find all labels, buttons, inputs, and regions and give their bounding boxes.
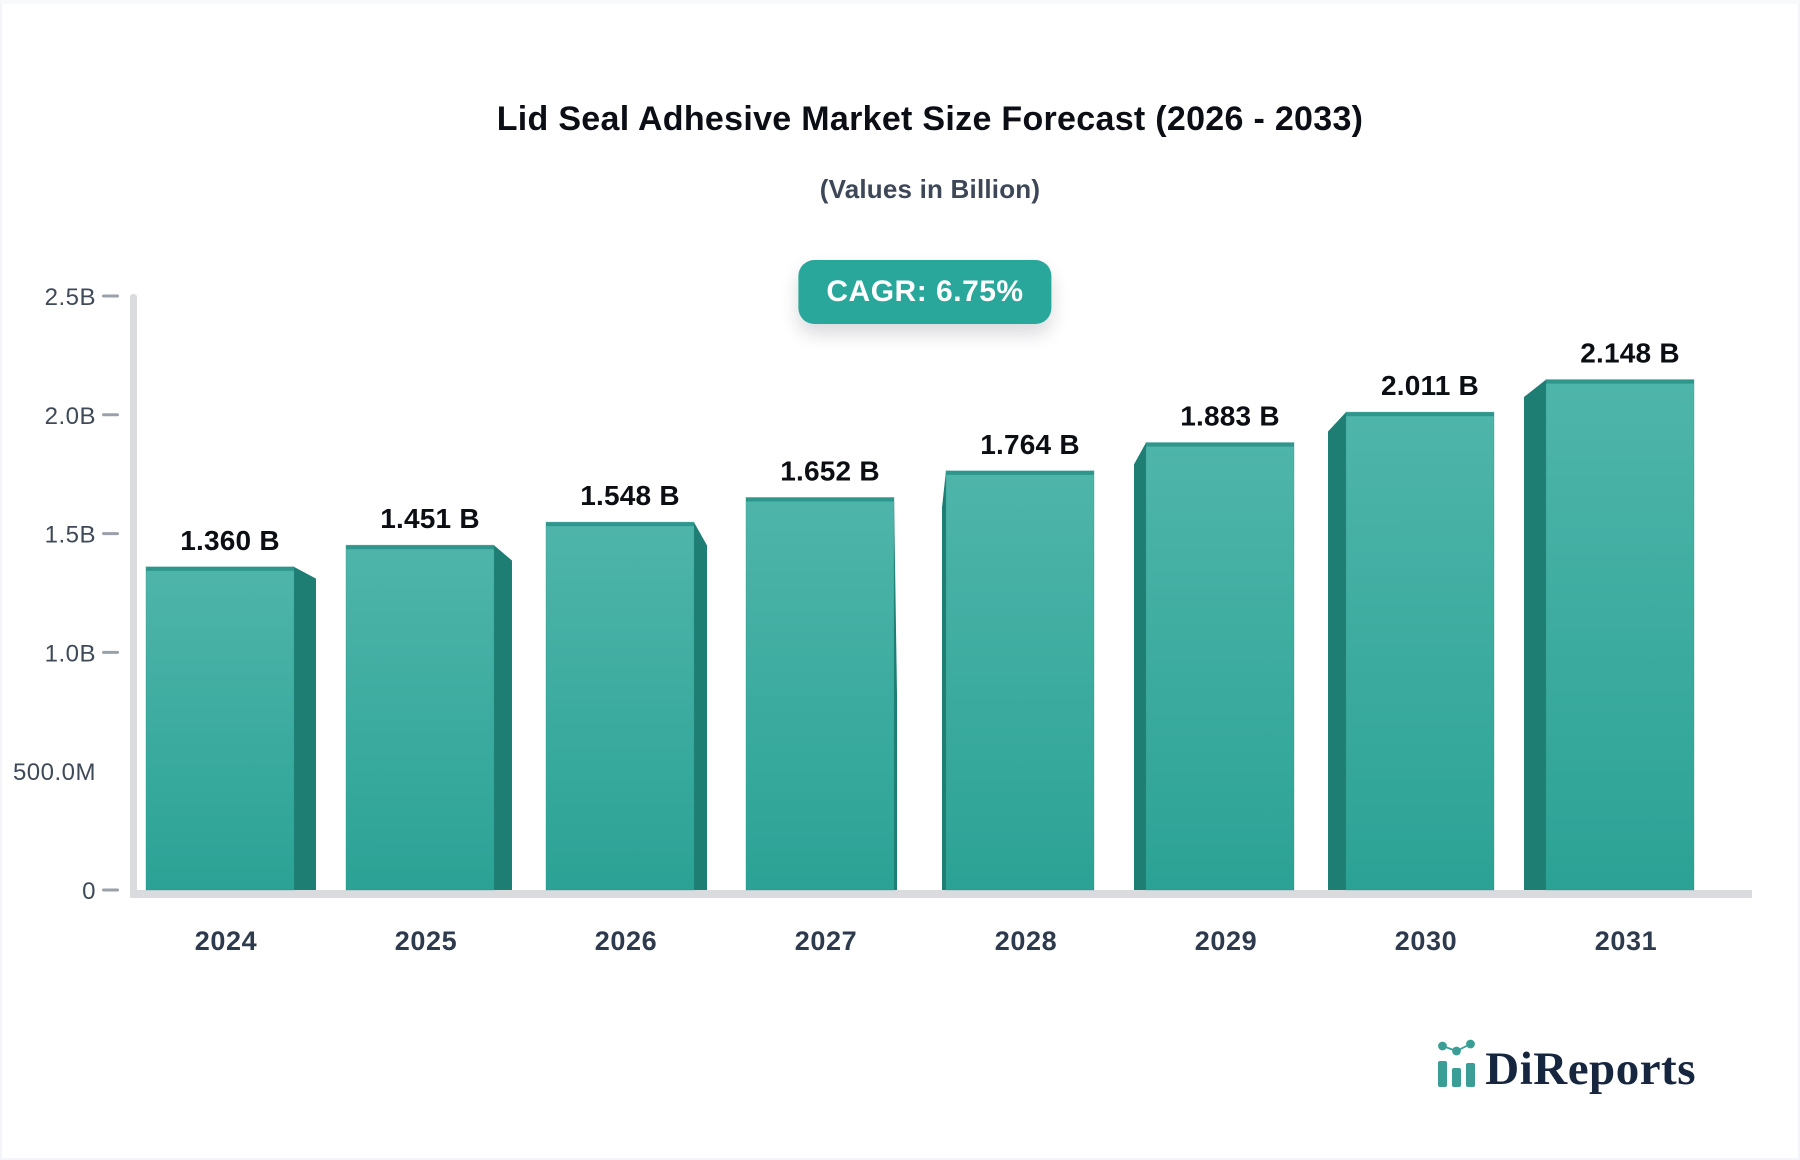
- y-axis-tick: [102, 650, 119, 654]
- bar-top-edge-2025: [346, 545, 494, 550]
- y-axis-tick: [102, 888, 119, 892]
- bar-top-edge-2028: [946, 470, 1094, 475]
- y-axis-tick-label: 1.0B: [45, 640, 96, 667]
- logo-chart-icon: [1438, 1039, 1476, 1087]
- bar-side-2029: [1134, 442, 1146, 890]
- bar-2028: [945, 470, 1095, 891]
- direports-logo: DiReports: [1438, 1038, 1696, 1095]
- bar-top-edge-2031: [1546, 379, 1694, 384]
- market-size-bar-chart: 2.5B 2.0B 1.5B 1.0B 500.0M 0 1.360 B 2024 1.451…: [13, 284, 1752, 956]
- x-axis-label-2029: 2029: [1195, 926, 1257, 956]
- bar-value-label-2025: 1.451 B: [380, 503, 479, 534]
- y-axis-tick: [102, 294, 119, 298]
- cagr-badge: CAGR: 6.75%: [798, 260, 1052, 324]
- bar-side-2028: [942, 470, 946, 890]
- y-axis-tick-label: 500.0M: [13, 759, 96, 786]
- bar-value-label-2024: 1.360 B: [180, 525, 279, 556]
- axis-layer: 2.5B 2.0B 1.5B 1.0B 500.0M 0: [13, 284, 1752, 905]
- y-axis-tick: [102, 532, 119, 536]
- x-axis-label-2026: 2026: [595, 926, 657, 956]
- x-axis-label-2025: 2025: [395, 926, 457, 956]
- y-axis-line: [130, 294, 137, 898]
- x-axis-label-2028: 2028: [995, 926, 1057, 956]
- bar-2026: [545, 521, 695, 891]
- bar-value-label-2027: 1.652 B: [780, 455, 879, 486]
- x-axis-label-2027: 2027: [795, 926, 857, 956]
- bar-side-2030: [1328, 412, 1346, 890]
- bars-layer: [145, 379, 1695, 891]
- chart-subtitle: (Values in Billion): [819, 174, 1041, 204]
- bar-2024: [145, 566, 295, 891]
- bar-value-label-2028: 1.764 B: [980, 429, 1079, 460]
- bar-top-edge-2029: [1146, 442, 1294, 447]
- bar-side-2026: [694, 522, 707, 890]
- y-axis-tick-label: 2.5B: [45, 284, 96, 311]
- x-axis-label-2031: 2031: [1595, 926, 1657, 956]
- bar-2027: [745, 496, 895, 891]
- x-axis-label-2024: 2024: [195, 926, 257, 956]
- bar-side-2024: [294, 566, 316, 890]
- labels-layer: 1.360 B 2024 1.451 B 2025 1.548 B 2026 1.652 B…: [180, 338, 1679, 956]
- bar-value-label-2030: 2.011 B: [1381, 370, 1479, 401]
- bar-2025: [345, 544, 495, 891]
- chart-title: Lid Seal Adhesive Market Size Forecast (…: [496, 100, 1364, 138]
- bar-top-edge-2027: [746, 497, 894, 502]
- bar-side-2025: [494, 545, 512, 890]
- logo-text: DiReports: [1485, 1043, 1696, 1095]
- bar-2029: [1145, 442, 1295, 891]
- y-axis-tick: [102, 413, 119, 417]
- bar-side-2031: [1524, 379, 1546, 890]
- y-axis-tick-label: 1.5B: [45, 522, 96, 549]
- x-axis-label-2030: 2030: [1395, 926, 1457, 956]
- bar-top-edge-2024: [146, 566, 294, 571]
- bar-value-label-2026: 1.548 B: [580, 480, 679, 511]
- bar-top-edge-2026: [546, 522, 694, 527]
- x-axis-baseline: [130, 890, 1752, 898]
- bar-2030: [1345, 411, 1495, 891]
- bar-side-2027: [894, 497, 897, 890]
- bar-value-label-2029: 1.883 B: [1180, 401, 1279, 432]
- bar-top-edge-2030: [1346, 412, 1494, 417]
- y-axis-tick-label: 0: [82, 878, 96, 905]
- bar-value-label-2031: 2.148 B: [1580, 338, 1679, 369]
- y-axis-tick-label: 2.0B: [45, 403, 96, 430]
- bar-2031: [1545, 379, 1695, 891]
